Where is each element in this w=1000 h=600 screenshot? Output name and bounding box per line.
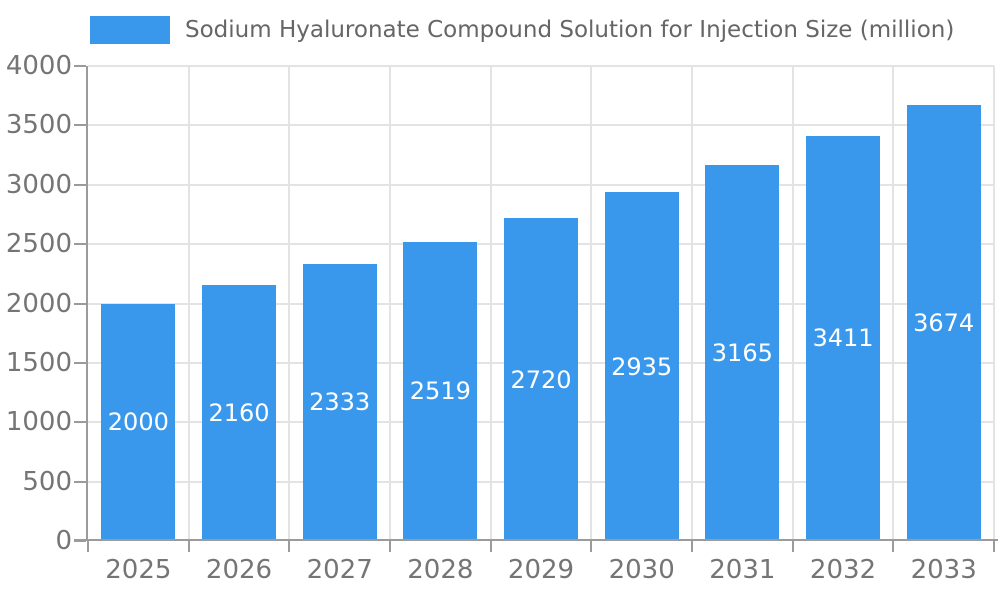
x-tick bbox=[87, 541, 89, 552]
y-tick-label: 3500 bbox=[5, 110, 72, 141]
h-gridline bbox=[88, 65, 994, 67]
bar-value-label: 2720 bbox=[510, 365, 572, 394]
x-tick bbox=[691, 541, 693, 552]
legend-item[interactable]: Sodium Hyaluronate Compound Solution for… bbox=[90, 16, 954, 44]
bar-2026[interactable]: 2160 bbox=[202, 284, 276, 541]
legend-label: Sodium Hyaluronate Compound Solution for… bbox=[185, 17, 955, 43]
x-axis-line bbox=[74, 539, 998, 541]
y-tick bbox=[74, 302, 86, 305]
x-tick-label: 2029 bbox=[507, 555, 575, 585]
bar-value-label: 2935 bbox=[611, 352, 673, 381]
legend-swatch bbox=[90, 16, 170, 44]
v-gridline bbox=[993, 66, 995, 541]
y-tick-label: 0 bbox=[55, 526, 72, 556]
bar-2030[interactable]: 2935 bbox=[604, 192, 679, 541]
bar-value-label: 3165 bbox=[711, 339, 773, 368]
y-tick bbox=[74, 183, 86, 186]
x-tick-label: 2032 bbox=[809, 555, 877, 585]
x-tick-label: 2030 bbox=[608, 555, 675, 585]
y-axis-line bbox=[86, 66, 88, 541]
y-tick-label: 2500 bbox=[5, 229, 72, 260]
x-tick bbox=[489, 541, 492, 552]
x-tick-label: 2033 bbox=[910, 555, 977, 585]
x-tick bbox=[389, 541, 391, 552]
x-tick-label: 2027 bbox=[306, 555, 373, 585]
y-tick bbox=[74, 124, 86, 127]
v-gridline bbox=[691, 66, 693, 541]
y-tick bbox=[74, 421, 86, 424]
y-tick bbox=[74, 480, 86, 483]
bar-2029[interactable]: 2720 bbox=[504, 218, 578, 541]
x-tick-label: 2031 bbox=[709, 555, 776, 585]
x-tick bbox=[187, 541, 190, 552]
v-gridline bbox=[892, 66, 895, 541]
v-gridline bbox=[590, 66, 593, 541]
v-gridline bbox=[389, 66, 391, 541]
y-tick bbox=[74, 540, 86, 542]
x-tick bbox=[892, 541, 895, 552]
x-tick bbox=[993, 541, 995, 552]
bar-2031[interactable]: 3165 bbox=[705, 165, 780, 541]
y-tick-label: 4000 bbox=[5, 51, 72, 81]
y-tick bbox=[74, 361, 86, 364]
h-gridline bbox=[88, 124, 994, 127]
bar-2028[interactable]: 2519 bbox=[403, 241, 478, 541]
x-tick-label: 2028 bbox=[407, 555, 474, 585]
bar-2025[interactable]: 2000 bbox=[101, 303, 176, 541]
x-tick-label: 2026 bbox=[205, 555, 273, 585]
x-tick bbox=[288, 541, 291, 552]
v-gridline bbox=[489, 66, 492, 541]
bar-value-label: 2519 bbox=[409, 377, 471, 406]
bar-value-label: 2160 bbox=[208, 398, 270, 427]
y-tick-label: 2000 bbox=[5, 288, 72, 319]
bar-2027[interactable]: 2333 bbox=[302, 263, 377, 541]
bar-value-label: 2000 bbox=[107, 408, 169, 437]
bar-value-label: 3411 bbox=[812, 324, 874, 353]
y-tick-label: 500 bbox=[22, 466, 72, 497]
y-tick-label: 3000 bbox=[5, 169, 72, 200]
v-gridline bbox=[187, 66, 190, 541]
bar-2033[interactable]: 3674 bbox=[906, 104, 981, 541]
y-tick-label: 1500 bbox=[5, 347, 72, 378]
x-tick bbox=[590, 541, 593, 552]
x-tick bbox=[791, 541, 794, 552]
v-gridline bbox=[288, 66, 291, 541]
bar-2032[interactable]: 3411 bbox=[806, 135, 880, 541]
y-tick bbox=[74, 243, 86, 246]
v-gridline bbox=[791, 66, 794, 541]
y-tick bbox=[74, 65, 86, 67]
bar-value-label: 3674 bbox=[913, 308, 975, 337]
bar-value-label: 2333 bbox=[309, 388, 371, 417]
h-gridline bbox=[88, 183, 994, 186]
x-tick-label: 2025 bbox=[105, 555, 172, 585]
y-tick-label: 1000 bbox=[5, 407, 72, 438]
